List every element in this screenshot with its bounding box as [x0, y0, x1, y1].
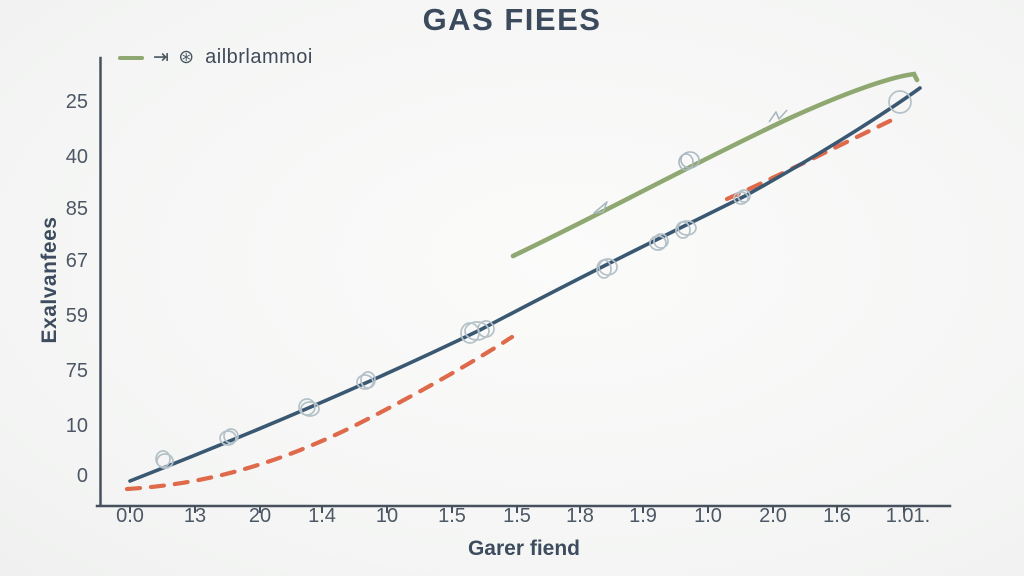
x-tick-label: 0.0	[116, 505, 144, 527]
x-tick-label: 1.01.	[885, 505, 931, 527]
legend: ⇥ ⊛ ailbrlammoi	[118, 46, 313, 69]
dashed-trend-line	[124, 115, 899, 492]
y-tick-label: 59	[65, 305, 88, 327]
x-tick-label: 1.0	[694, 505, 722, 527]
legend-scribble-icon: ⇥ ⊛	[153, 47, 197, 68]
y-tick-label: 0	[76, 465, 88, 487]
x-tick-label: 2.0	[759, 505, 787, 527]
x-tick-label: 1.8	[566, 505, 594, 527]
y-tick-label: 67	[65, 250, 88, 272]
y-tick-label: 25	[65, 91, 88, 113]
x-tick-label: 1.9	[629, 505, 657, 527]
y-tick-label: 75	[65, 360, 88, 382]
x-tick-label: 1.6	[823, 505, 851, 527]
legend-label: ailbrlammoi	[205, 46, 313, 68]
x-tick-label: 20	[248, 505, 272, 527]
x-tick-label: 10	[375, 505, 399, 527]
axis-lines	[95, 56, 952, 508]
main-data-line	[128, 86, 922, 483]
legend-line-swatch	[118, 55, 144, 60]
chart-title: GAS FIEES	[422, 2, 602, 37]
y-tick-label: 40	[65, 146, 88, 168]
x-tick-label: 1.4	[308, 505, 336, 527]
green-curve-line	[510, 71, 920, 259]
data-point-markers	[155, 90, 912, 469]
x-axis-title: Garer fiend	[467, 537, 581, 560]
y-tick-label: 85	[65, 198, 88, 220]
x-tick-label: 1.5	[503, 505, 531, 527]
x-tick-label: 13	[183, 505, 207, 527]
x-axis-tick-marks	[129, 506, 905, 513]
y-tick-label: 10	[65, 415, 88, 437]
x-tick-label: 1.5	[438, 505, 466, 527]
sketch-glyphs	[593, 109, 788, 214]
